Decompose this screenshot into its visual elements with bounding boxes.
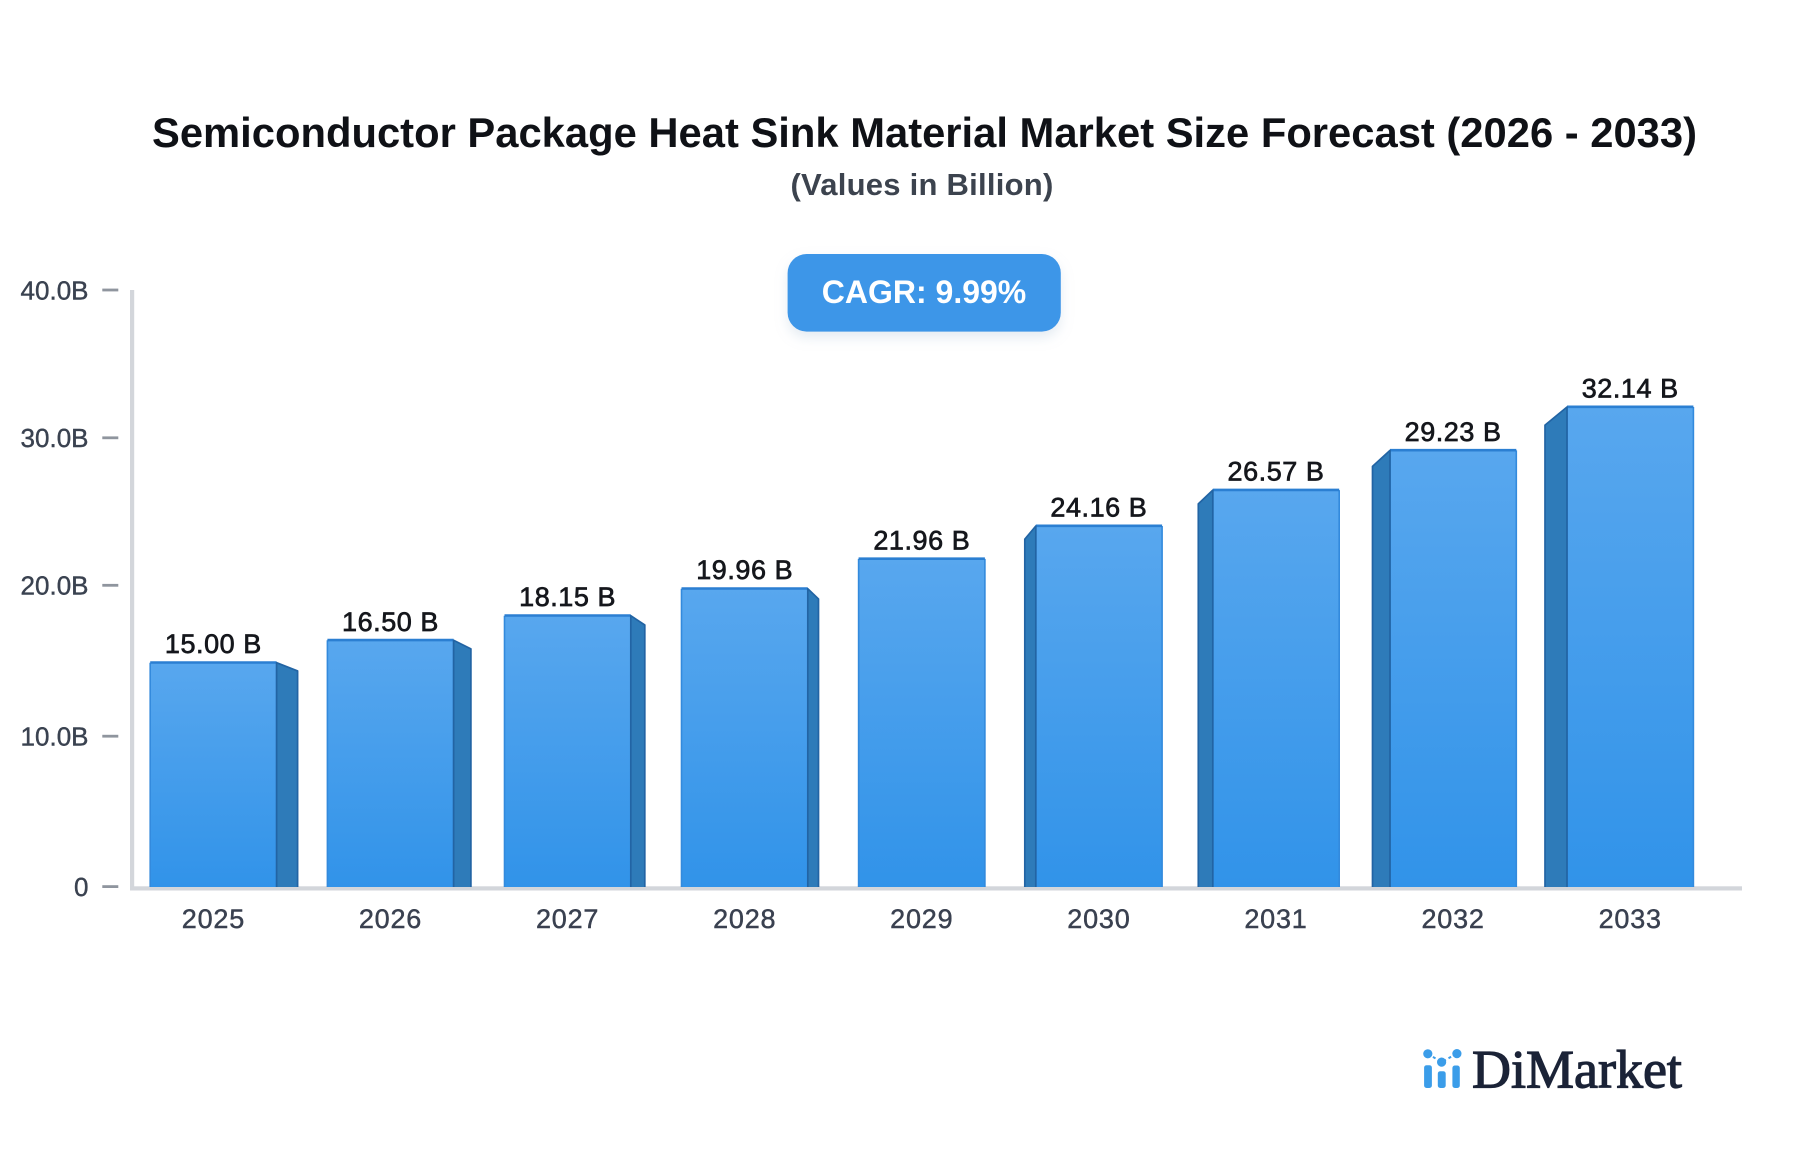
- svg-text:2026: 2026: [359, 904, 422, 934]
- svg-text:DiMarket: DiMarket: [1472, 1040, 1682, 1100]
- svg-text:2033: 2033: [1599, 904, 1662, 934]
- svg-text:32.14 B: 32.14 B: [1582, 374, 1679, 404]
- svg-text:29.23 B: 29.23 B: [1405, 417, 1502, 447]
- svg-text:CAGR: 9.99%: CAGR: 9.99%: [822, 274, 1027, 310]
- svg-text:2031: 2031: [1244, 904, 1307, 934]
- svg-text:2027: 2027: [536, 904, 599, 934]
- svg-text:Semiconductor Package Heat Sin: Semiconductor Package Heat Sink Material…: [152, 109, 1697, 156]
- svg-text:(Values in Billion): (Values in Billion): [790, 167, 1053, 202]
- svg-text:21.96 B: 21.96 B: [873, 525, 970, 555]
- svg-text:18.15 B: 18.15 B: [519, 582, 616, 612]
- svg-text:26.57 B: 26.57 B: [1228, 457, 1325, 487]
- svg-text:2030: 2030: [1067, 904, 1130, 934]
- svg-text:2025: 2025: [182, 904, 245, 934]
- svg-text:2028: 2028: [713, 904, 776, 934]
- svg-text:24.16 B: 24.16 B: [1050, 493, 1147, 523]
- svg-text:2029: 2029: [890, 904, 953, 934]
- svg-text:30.0B: 30.0B: [21, 423, 89, 453]
- svg-text:2032: 2032: [1421, 904, 1484, 934]
- svg-text:10.0B: 10.0B: [21, 722, 89, 752]
- svg-text:40.0B: 40.0B: [21, 275, 89, 305]
- svg-text:16.50 B: 16.50 B: [342, 607, 439, 637]
- svg-text:19.96 B: 19.96 B: [696, 555, 793, 585]
- svg-text:20.0B: 20.0B: [21, 571, 89, 601]
- svg-text:0: 0: [74, 872, 88, 902]
- svg-text:15.00 B: 15.00 B: [165, 629, 262, 659]
